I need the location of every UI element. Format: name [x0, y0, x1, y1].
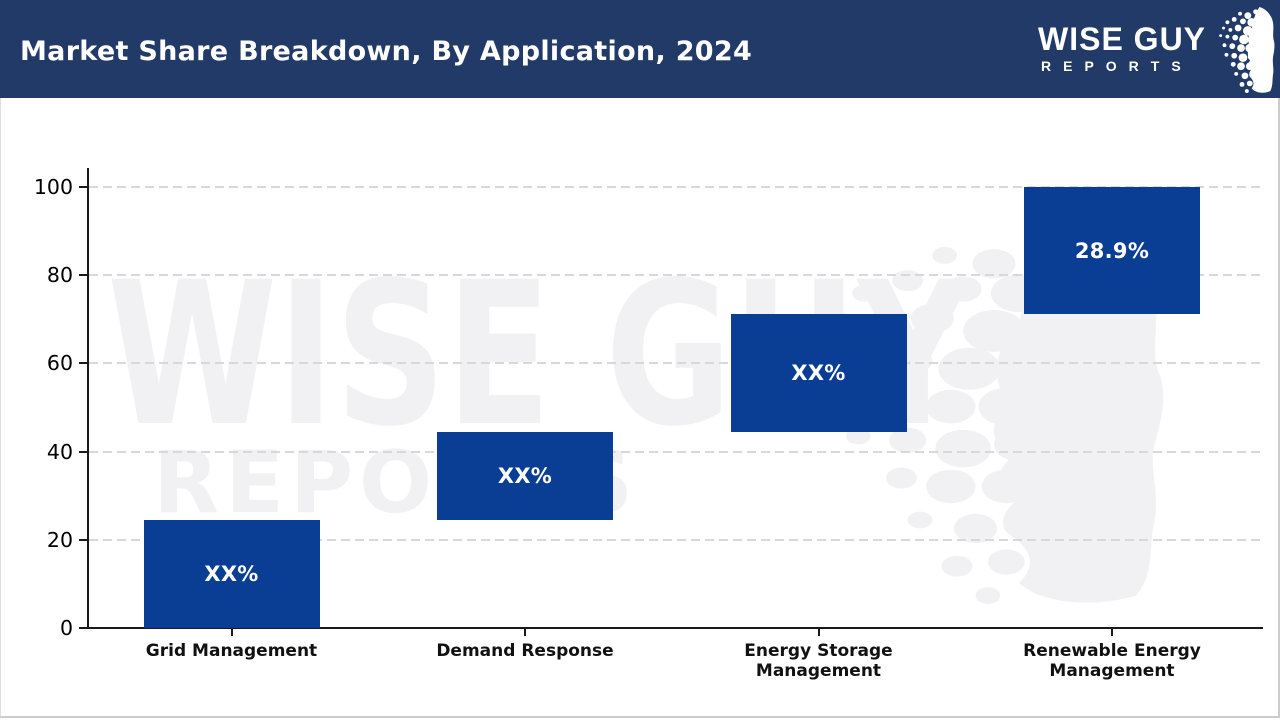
x-tick-3 [1111, 629, 1113, 636]
y-tick-label-0: 0 [59, 616, 73, 640]
y-tick-label-80: 80 [46, 263, 73, 288]
logo-wordmark: WISE GUY [1038, 21, 1207, 57]
x-tick-1 [524, 629, 526, 636]
gridline-60 [89, 362, 1263, 365]
logo-subtext: REPORTS [1041, 58, 1193, 74]
bar-value-label-3: 28.9% [1074, 238, 1150, 263]
y-tick-label-100: 100 [33, 175, 73, 199]
x-category-label-2: Energy Storage Management [744, 641, 893, 681]
y-axis-line [87, 168, 89, 629]
bar-energy-storage-management: XX% [730, 314, 907, 433]
bar-grid-management: XX% [143, 519, 320, 628]
x-axis-line [87, 627, 1263, 629]
x-category-label-0: Grid Management [145, 641, 318, 661]
logo-text: WISE GUY REPORTS [1038, 22, 1206, 74]
x-category-label-1: Demand Response [436, 641, 614, 661]
gridline-100 [89, 186, 1263, 188]
header-bar: Market Share Breakdown, By Application, … [0, 0, 1280, 98]
y-tick-100 [79, 186, 87, 188]
y-tick-0 [79, 627, 87, 629]
x-tick-2 [817, 629, 820, 636]
y-tick-label-20: 20 [46, 527, 73, 552]
bar-value-label-1: XX% [497, 464, 553, 489]
bar-value-label-0: XX% [204, 561, 259, 586]
chart-title: Market Share Breakdown, By Application, … [20, 36, 753, 67]
x-category-label-3: Renewable Energy Management [1023, 641, 1201, 681]
gridline-20 [89, 538, 1263, 541]
bar-value-label-2: XX% [791, 361, 846, 386]
bar-demand-response: XX% [437, 432, 613, 520]
wise-guy-logo: WISE GUY REPORTS [1038, 7, 1276, 93]
y-tick-label-40: 40 [46, 439, 73, 464]
y-tick-20 [79, 538, 87, 541]
y-tick-label-60: 60 [46, 351, 73, 376]
logo-face-icon [1219, 7, 1275, 93]
y-tick-40 [79, 450, 87, 453]
y-tick-60 [79, 362, 87, 365]
gridline-40 [89, 450, 1263, 453]
x-tick-0 [230, 629, 233, 636]
bar-renewable-energy-management: 28.9% [1024, 187, 1200, 315]
y-tick-80 [79, 274, 87, 277]
chart-canvas: WISE GUY REPORTS 0 20 40 60 80 100 Grid Manage… [0, 98, 1280, 718]
gridline-80 [89, 274, 1263, 277]
